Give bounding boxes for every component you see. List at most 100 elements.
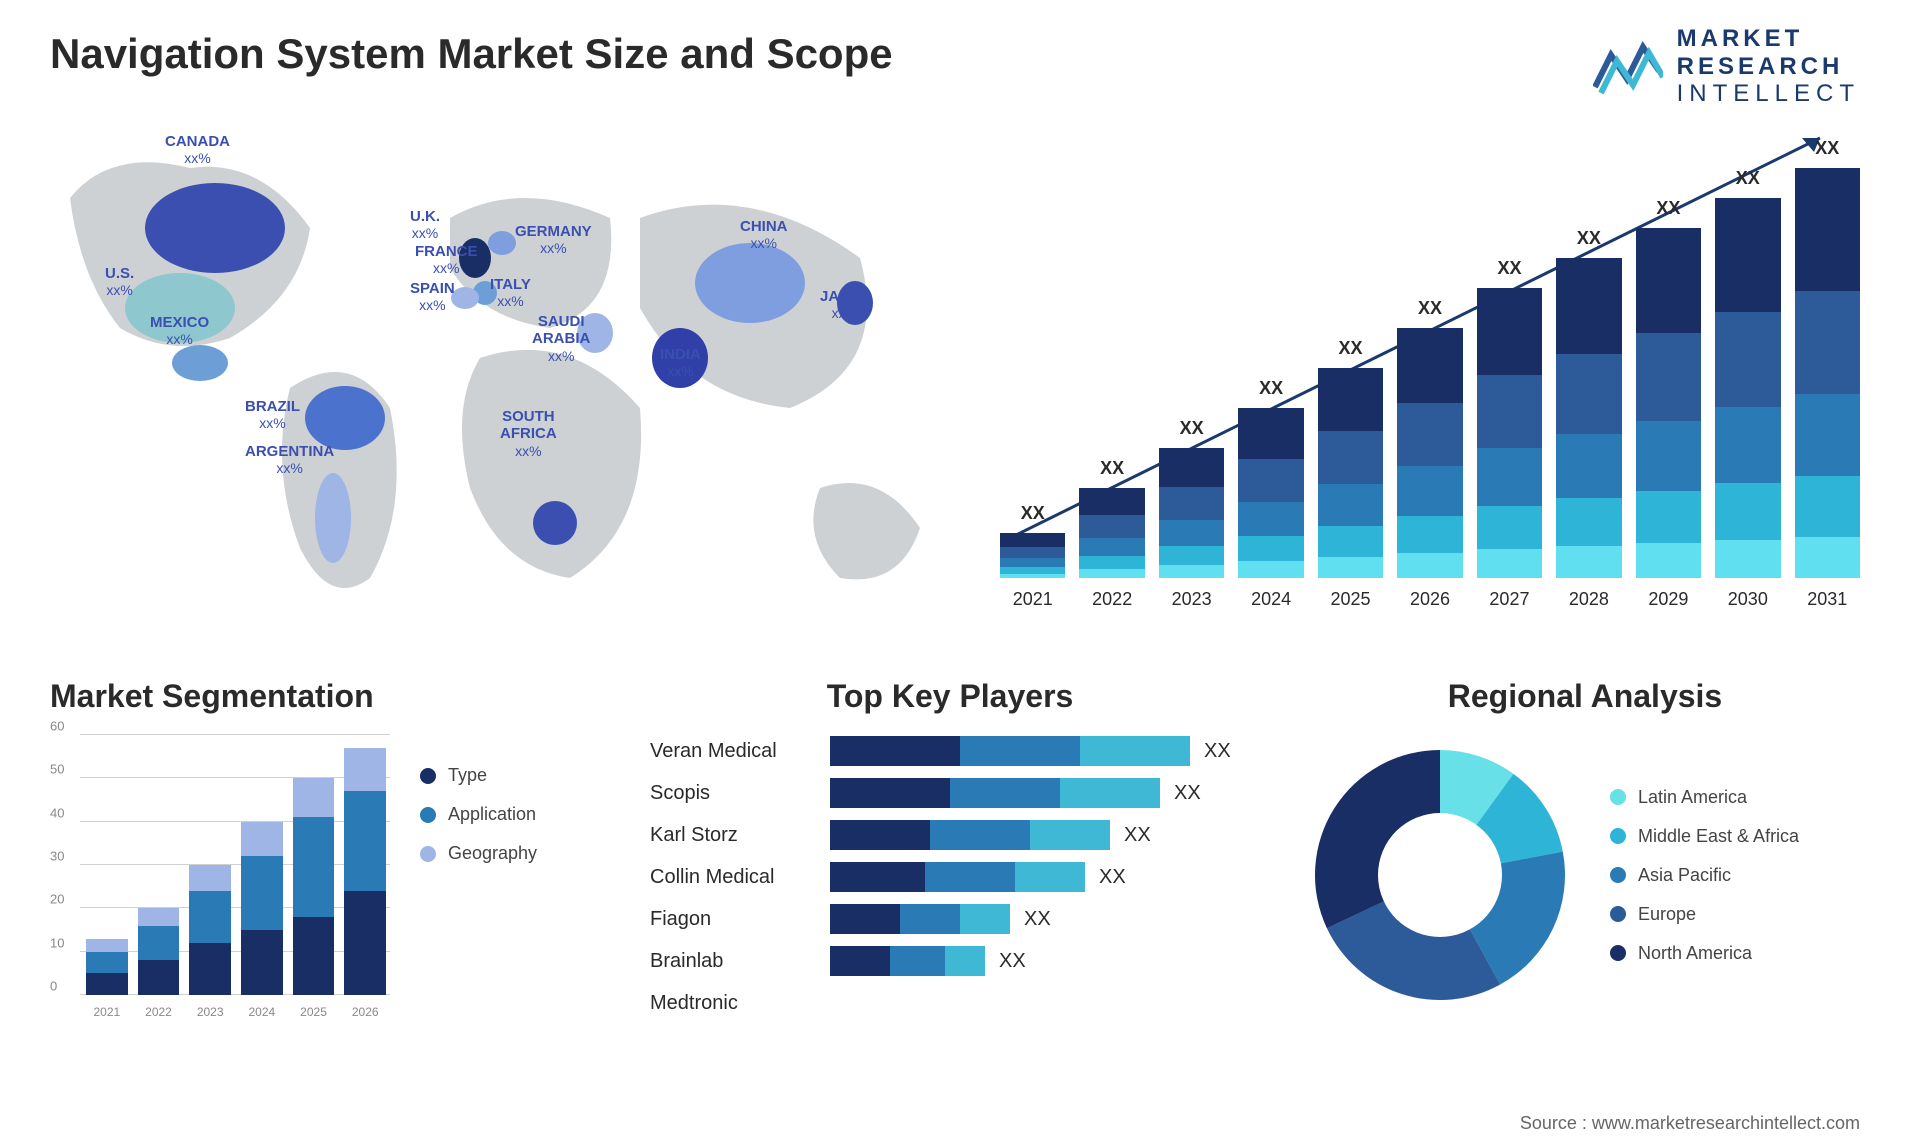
map-label: ITALYxx% [490, 276, 531, 311]
player-row: XX [830, 777, 1250, 809]
growth-bar: XX [1000, 533, 1065, 578]
seg-bar [241, 822, 283, 995]
brand-logo: MARKET RESEARCH INTELLECT [1593, 25, 1860, 108]
seg-ytick: 20 [50, 892, 64, 907]
growth-bar-value: XX [1000, 503, 1065, 524]
logo-line1: MARKET [1677, 25, 1860, 53]
player-name: Brainlab [650, 945, 810, 977]
growth-bar: XX [1715, 198, 1780, 578]
seg-ytick: 40 [50, 805, 64, 820]
map-label: SOUTHAFRICAxx% [500, 408, 557, 460]
segmentation-legend: Type Application Geography [420, 735, 537, 1025]
player-name: Scopis [650, 777, 810, 809]
growth-bar-value: XX [1397, 298, 1462, 319]
world-map-icon [50, 108, 950, 628]
players-bars: XX XX XX XX XX XX [830, 735, 1250, 1019]
map-label: JAPANxx% [820, 288, 870, 323]
segmentation-chart: 0102030405060 202120222023202420252026 [50, 735, 390, 1025]
player-name: Fiagon [650, 903, 810, 935]
growth-bar: XX [1636, 228, 1701, 578]
growth-bar: XX [1079, 488, 1144, 578]
regional-legend-item: North America [1610, 943, 1799, 964]
player-name: Veran Medical [650, 735, 810, 767]
seg-xlabel: 2022 [138, 1005, 180, 1019]
map-label: CANADAxx% [165, 133, 230, 168]
world-map-panel: CANADAxx%U.S.xx%MEXICOxx%BRAZILxx%ARGENT… [50, 108, 950, 628]
map-label: BRAZILxx% [245, 398, 300, 433]
map-label: SPAINxx% [410, 280, 455, 315]
growth-bar: XX [1795, 168, 1860, 578]
logo-mark-icon [1593, 37, 1663, 95]
player-value: XX [999, 950, 1026, 973]
growth-year-label: 2021 [1000, 589, 1065, 610]
growth-bar-value: XX [1556, 228, 1621, 249]
seg-xlabel: 2025 [293, 1005, 335, 1019]
growth-bar-value: XX [1795, 138, 1860, 159]
map-label: FRANCExx% [415, 243, 478, 278]
regional-legend-item: Middle East & Africa [1610, 826, 1799, 847]
seg-bar [138, 908, 180, 995]
player-row: XX [830, 819, 1250, 851]
growth-bar: XX [1477, 288, 1542, 578]
seg-xlabel: 2024 [241, 1005, 283, 1019]
regional-legend-item: Europe [1610, 904, 1799, 925]
growth-year-label: 2030 [1715, 589, 1780, 610]
seg-bar [293, 778, 335, 995]
players-name-list: Veran MedicalScopisKarl StorzCollin Medi… [650, 735, 810, 1019]
source-label: Source : www.marketresearchintellect.com [1520, 1113, 1860, 1134]
growth-year-label: 2022 [1079, 589, 1144, 610]
seg-xlabel: 2026 [344, 1005, 386, 1019]
segmentation-panel: Market Segmentation 0102030405060 202120… [50, 678, 600, 1025]
regional-legend-item: Latin America [1610, 787, 1799, 808]
growth-year-label: 2027 [1477, 589, 1542, 610]
logo-line3: INTELLECT [1677, 80, 1860, 108]
growth-bar: XX [1556, 258, 1621, 578]
growth-bar-value: XX [1079, 458, 1144, 479]
seg-bar [86, 939, 128, 995]
growth-bar-value: XX [1159, 418, 1224, 439]
player-value: XX [1174, 782, 1201, 805]
regional-legend-item: Asia Pacific [1610, 865, 1799, 886]
regional-panel: Regional Analysis Latin America Middle Ea… [1300, 678, 1870, 1025]
seg-ytick: 30 [50, 849, 64, 864]
growth-bar-value: XX [1238, 378, 1303, 399]
seg-xlabel: 2023 [189, 1005, 231, 1019]
growth-year-label: 2026 [1397, 589, 1462, 610]
seg-bar [189, 865, 231, 995]
seg-legend-item: Application [420, 804, 537, 825]
seg-ytick: 50 [50, 762, 64, 777]
growth-bar: XX [1397, 328, 1462, 578]
logo-line2: RESEARCH [1677, 53, 1860, 81]
player-value: XX [1124, 824, 1151, 847]
player-name: Collin Medical [650, 861, 810, 893]
player-row: XX [830, 735, 1250, 767]
regional-title: Regional Analysis [1300, 678, 1870, 715]
seg-ytick: 10 [50, 935, 64, 950]
regional-donut [1300, 735, 1580, 1015]
growth-year-label: 2023 [1159, 589, 1224, 610]
player-row: XX [830, 945, 1250, 977]
growth-year-label: 2024 [1238, 589, 1303, 610]
growth-bar: XX [1318, 368, 1383, 578]
growth-bar: XX [1238, 408, 1303, 578]
seg-legend-item: Geography [420, 843, 537, 864]
growth-year-label: 2029 [1636, 589, 1701, 610]
segmentation-title: Market Segmentation [50, 678, 600, 715]
map-label: MEXICOxx% [150, 314, 209, 349]
growth-bar-value: XX [1477, 258, 1542, 279]
growth-year-label: 2025 [1318, 589, 1383, 610]
map-label: SAUDIARABIAxx% [532, 313, 590, 365]
growth-bar: XX [1159, 448, 1224, 578]
growth-bar-value: XX [1318, 338, 1383, 359]
seg-ytick: 60 [50, 719, 64, 734]
regional-legend: Latin America Middle East & Africa Asia Pa… [1610, 787, 1799, 964]
map-label: U.K.xx% [410, 208, 440, 243]
growth-chart: XXXXXXXXXXXXXXXXXXXXXX 20212022202320242… [990, 108, 1870, 628]
player-value: XX [1024, 908, 1051, 931]
player-name: Medtronic [650, 987, 810, 1019]
seg-legend-item: Type [420, 765, 537, 786]
seg-xlabel: 2021 [86, 1005, 128, 1019]
growth-year-label: 2031 [1795, 589, 1860, 610]
player-row: XX [830, 861, 1250, 893]
map-label: INDIAxx% [660, 346, 701, 381]
